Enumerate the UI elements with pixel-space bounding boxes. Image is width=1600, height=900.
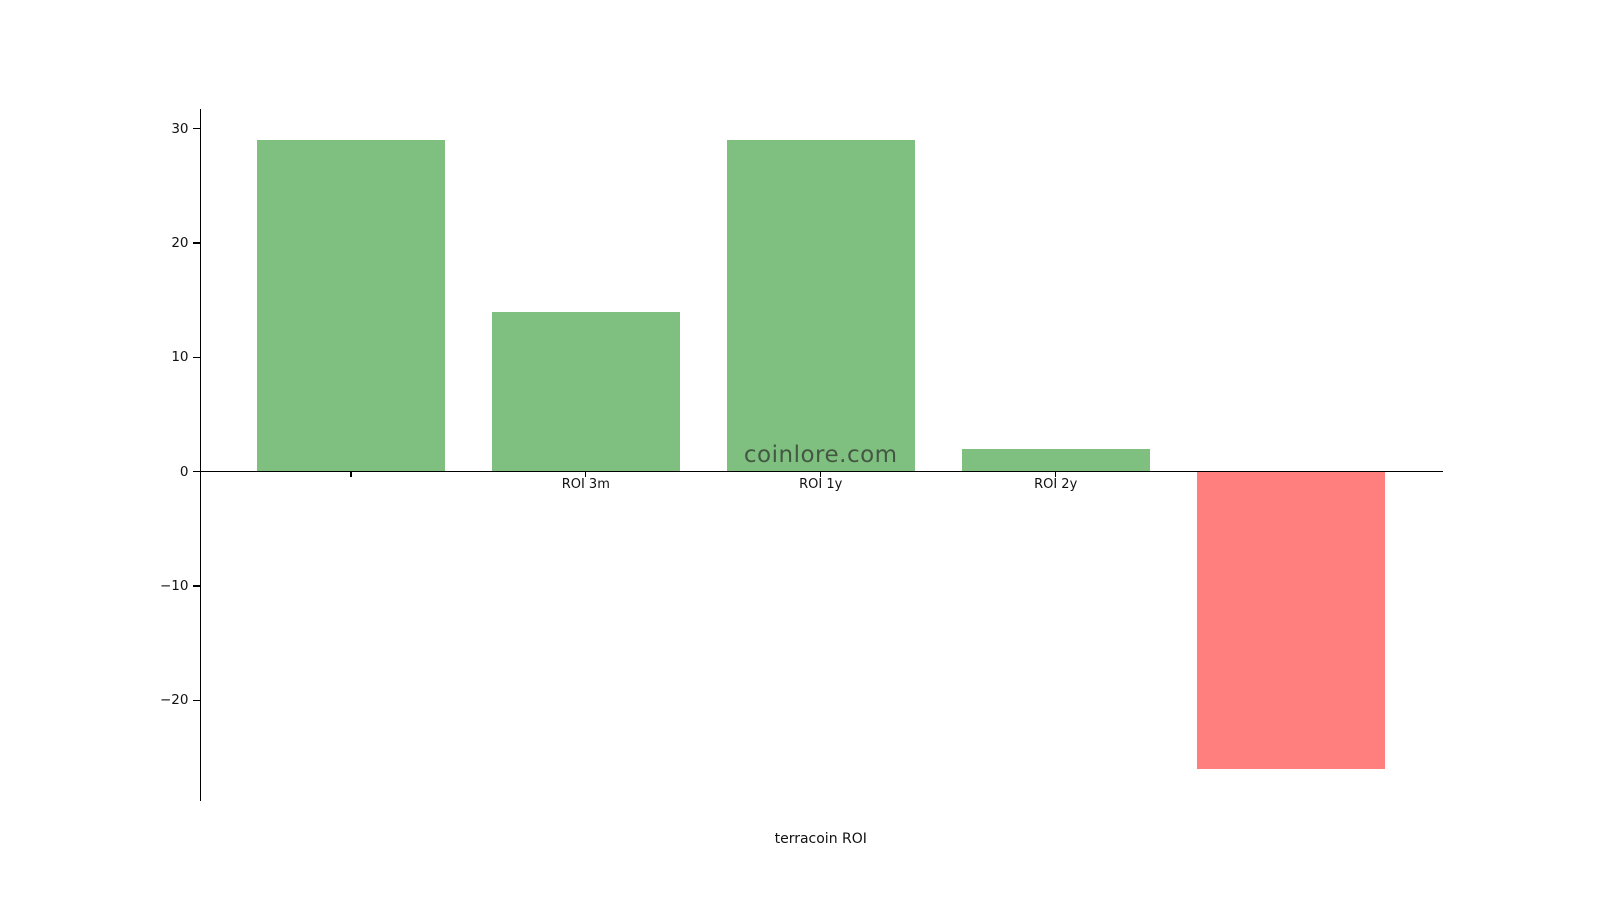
y-tick-mark: [192, 242, 201, 244]
watermark-text: coinlore.com: [743, 441, 898, 468]
x-tick-mark: [350, 471, 352, 478]
x-axis-title: terracoin ROI: [774, 831, 867, 847]
x-axis-line: [199, 470, 1443, 473]
bar-col-5: [1196, 471, 1385, 770]
y-tick-label: 0: [179, 463, 189, 480]
y-tick-mark: [192, 356, 201, 358]
y-axis-line: [199, 108, 202, 801]
x-tick-mark: [820, 471, 822, 478]
y-tick-mark: [192, 585, 201, 587]
y-tick-mark: [192, 127, 201, 130]
y-tick-mark: [192, 470, 201, 473]
y-tick-label: −20: [160, 692, 189, 709]
x-tick-label: ROI 2y: [1034, 477, 1078, 493]
x-tick-mark: [1054, 471, 1057, 478]
x-tick-mark: [585, 471, 587, 478]
y-tick-label: 30: [171, 120, 189, 137]
y-tick-label: 20: [171, 234, 189, 251]
y-tick-label: −10: [160, 578, 189, 595]
bar-roi-2y: [961, 448, 1150, 472]
bar-roi-3m: [491, 311, 680, 472]
x-tick-label: ROI 3m: [561, 477, 610, 493]
x-tick-label: ROI 1y: [799, 477, 843, 493]
bar-col-1: [256, 139, 445, 472]
y-tick-mark: [192, 699, 201, 702]
bar-roi-1y: [726, 139, 915, 472]
y-tick-label: 10: [171, 349, 189, 366]
